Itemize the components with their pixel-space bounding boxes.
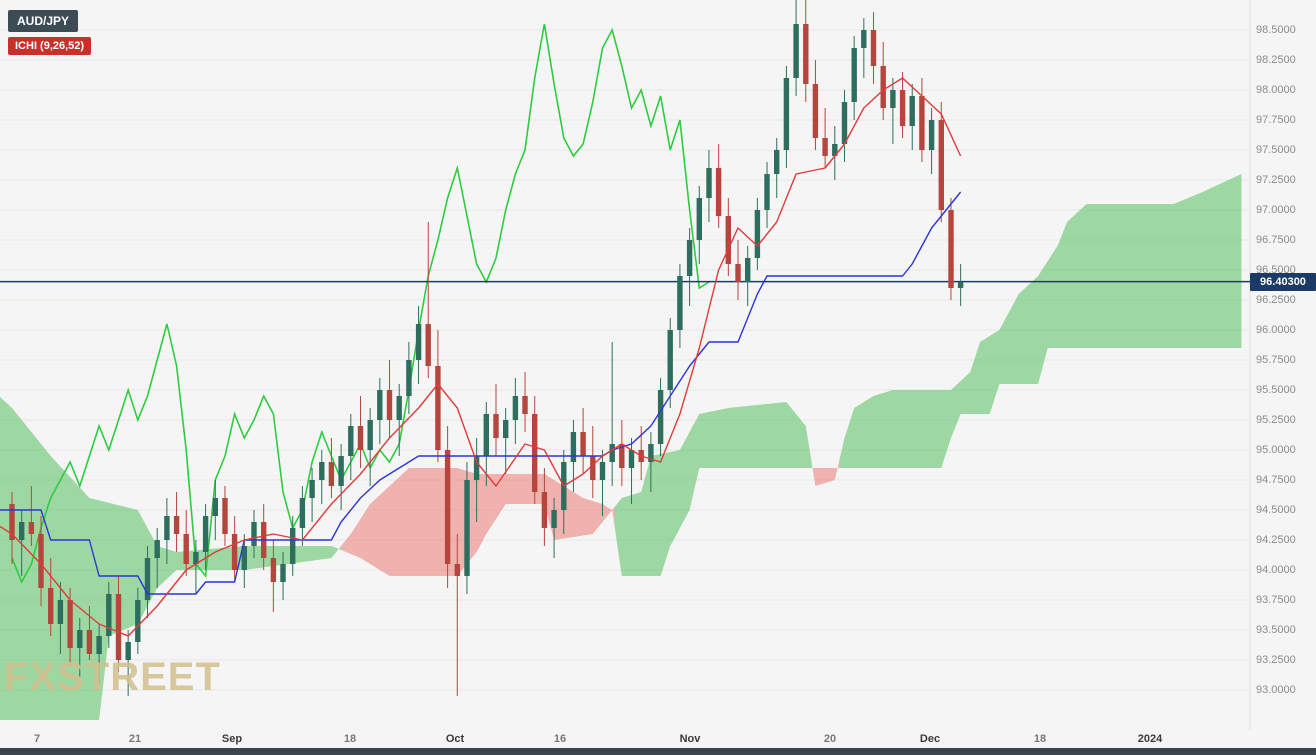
y-axis-label: 97.5000 — [1256, 144, 1296, 156]
x-axis-label: 18 — [343, 733, 357, 745]
kijun-sen-line — [0, 191, 962, 595]
y-axis-label: 97.2500 — [1256, 174, 1296, 186]
ichimoku-cloud — [0, 174, 1242, 720]
x-axis-label: Dec — [919, 733, 941, 745]
y-axis-label: 94.5000 — [1256, 504, 1296, 516]
grid-layer — [0, 0, 1251, 730]
y-axis-label: 95.5000 — [1256, 384, 1296, 396]
price-chart[interactable] — [0, 0, 1254, 755]
candles-layer — [9, 0, 964, 696]
y-axis-label: 94.0000 — [1256, 564, 1296, 576]
y-axis-label: 96.2500 — [1256, 294, 1296, 306]
y-axis-label: 96.0000 — [1256, 324, 1296, 336]
y-axis-label: 93.2500 — [1256, 654, 1296, 666]
y-axis-label: 95.2500 — [1256, 414, 1296, 426]
bottom-bar — [0, 748, 1316, 755]
x-axis-label: 16 — [553, 733, 567, 745]
y-axis: 98.5000 98.2500 98.0000 97.7500 97.5000 97.25… — [1254, 0, 1316, 730]
x-axis-label: Nov — [679, 733, 701, 745]
x-axis-label: 21 — [128, 733, 142, 745]
x-axis-label: Sep — [221, 733, 243, 745]
y-axis-label: 94.2500 — [1256, 534, 1296, 546]
indicator-badge: ICHI (9,26,52) — [8, 37, 92, 55]
y-axis-label: 95.0000 — [1256, 444, 1296, 456]
x-axis-label: Oct — [445, 733, 465, 745]
y-axis-label: 93.0000 — [1256, 684, 1296, 696]
y-axis-label: 94.7500 — [1256, 474, 1296, 486]
y-axis-label: 98.5000 — [1256, 24, 1296, 36]
x-axis-label: 7 — [33, 733, 41, 745]
symbol-badge: AUD/JPY — [8, 10, 79, 32]
y-axis-label: 97.0000 — [1256, 204, 1296, 216]
y-axis-label: 93.5000 — [1256, 624, 1296, 636]
y-axis-label: 97.7500 — [1256, 114, 1296, 126]
x-axis: 7 21 Sep 18 Oct 16 Nov 20 Dec 18 2024 — [0, 733, 1254, 749]
x-axis-label: 20 — [823, 733, 837, 745]
x-axis-label: 2024 — [1137, 733, 1163, 745]
y-axis-label: 98.2500 — [1256, 54, 1296, 66]
y-axis-label: 96.7500 — [1256, 234, 1296, 246]
current-price-tag: 96.40300 — [1250, 272, 1316, 291]
y-axis-label: 95.7500 — [1256, 354, 1296, 366]
tenkan-sen-line — [0, 77, 962, 637]
fxstreet-watermark: FXSTREET — [4, 655, 221, 699]
x-axis-label: 18 — [1033, 733, 1047, 745]
y-axis-label: 93.7500 — [1256, 594, 1296, 606]
y-axis-label: 98.0000 — [1256, 84, 1296, 96]
